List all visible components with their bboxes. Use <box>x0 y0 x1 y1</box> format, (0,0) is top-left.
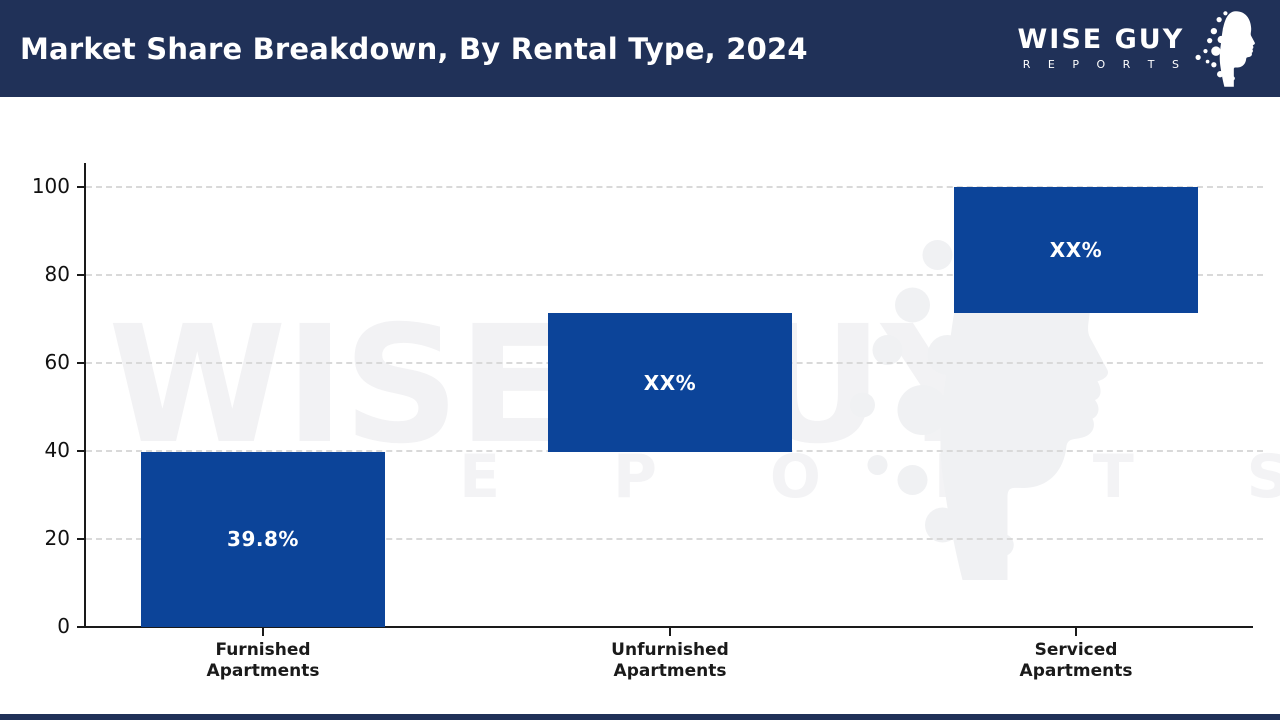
x-tick-mark <box>262 628 264 636</box>
y-tick-label: 0 <box>57 614 70 638</box>
x-tick-label-unfurnished-apartments: Unfurnished Apartments <box>611 640 729 682</box>
y-tick-label: 20 <box>44 526 70 550</box>
y-tick-mark <box>77 186 86 188</box>
bar-value-label: XX% <box>1049 238 1103 263</box>
y-tick-mark <box>77 450 86 452</box>
x-axis-line <box>84 626 1253 628</box>
x-tick-label-serviced-apartments: Serviced Apartments <box>1019 640 1133 682</box>
header-bar: Market Share Breakdown, By Rental Type, … <box>0 0 1280 97</box>
page-title: Market Share Breakdown, By Rental Type, … <box>20 31 808 66</box>
y-gridline <box>86 538 1263 540</box>
bar-value-label: 39.8% <box>227 527 299 552</box>
x-tick-mark <box>1075 628 1077 636</box>
footer-bar <box>0 714 1280 720</box>
bar-furnished-apartments: 39.8% <box>141 451 385 627</box>
logo-text: WISE GUY R E P O R T S <box>1016 26 1186 71</box>
logo-head-icon <box>1195 10 1255 87</box>
x-tick-mark <box>669 628 671 636</box>
y-tick-label: 100 <box>31 174 70 198</box>
bar-value-label: XX% <box>643 370 697 395</box>
y-tick-mark <box>77 362 86 364</box>
x-tick-label-furnished-apartments: Furnished Apartments <box>206 640 320 682</box>
y-tick-mark <box>77 538 86 540</box>
y-tick-label: 80 <box>44 262 70 286</box>
bar-unfurnished-apartments: XX% <box>548 313 792 452</box>
y-gridline <box>86 274 1263 276</box>
y-gridline <box>86 186 1263 188</box>
watermark-subtitle: R E P O R T S <box>300 442 1280 512</box>
logo-subtitle: R E P O R T S <box>1022 58 1186 71</box>
y-tick-mark <box>77 274 86 276</box>
y-tick-mark <box>77 626 86 628</box>
y-axis-line <box>84 163 86 628</box>
y-tick-label: 40 <box>44 438 70 462</box>
logo-wordmark: WISE GUY <box>1017 24 1185 55</box>
wise-guy-reports-logo: WISE GUY R E P O R T S <box>1016 7 1280 91</box>
y-tick-label: 60 <box>44 350 70 374</box>
bar-serviced-apartments: XX% <box>954 187 1198 314</box>
